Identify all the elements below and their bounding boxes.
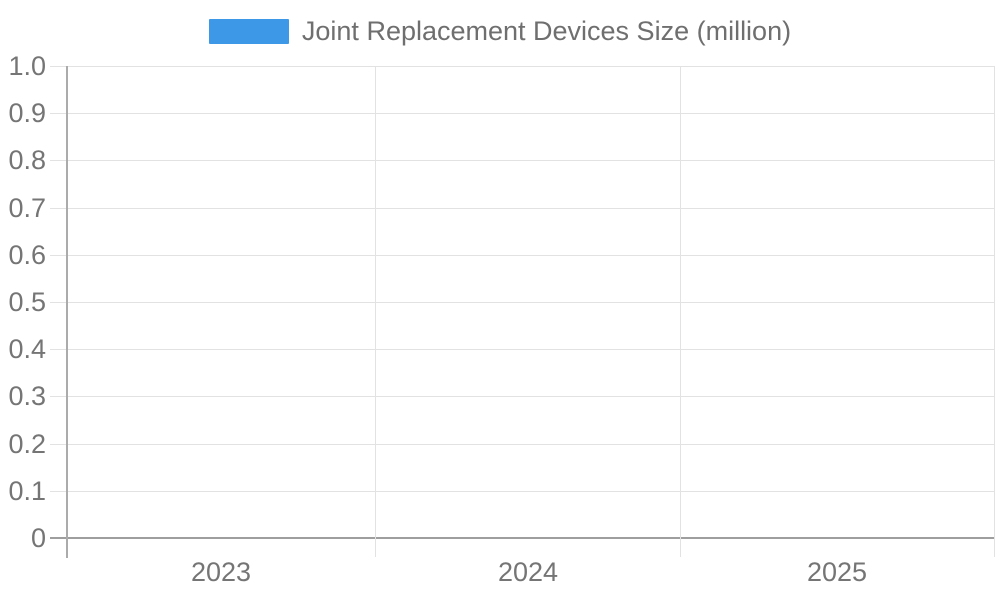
x-tick-label: 2023 (190, 557, 252, 587)
y-tick-label: 0.1 (8, 476, 46, 506)
y-tick-label: 0.5 (8, 287, 46, 317)
x-tick-label: 2025 (806, 557, 868, 587)
gridline (50, 491, 995, 492)
gridline (50, 302, 995, 303)
gridline (50, 160, 995, 161)
gridline-vertical (680, 66, 681, 557)
y-tick-label: 0.6 (8, 240, 46, 270)
x-axis-baseline (50, 537, 995, 539)
y-tick-label: 0.4 (8, 334, 46, 364)
y-axis-line (66, 66, 68, 558)
gridline (50, 208, 995, 209)
y-tick-label: 1.0 (8, 51, 46, 81)
x-tick-label: 2024 (497, 557, 559, 587)
chart-legend[interactable]: Joint Replacement Devices Size (million) (0, 16, 1000, 47)
legend-swatch-icon (208, 19, 289, 44)
gridline (50, 113, 995, 114)
y-tick-label: 0.3 (8, 381, 46, 411)
gridline (50, 66, 995, 67)
y-tick-label: 0 (30, 523, 46, 553)
gridline (50, 444, 995, 445)
legend-label: Joint Replacement Devices Size (million) (301, 16, 792, 46)
gridline-vertical (375, 66, 376, 557)
y-tick-label: 0.7 (8, 193, 46, 223)
gridline (50, 396, 995, 397)
gridline (50, 349, 995, 350)
y-tick-label: 0.8 (8, 145, 46, 175)
gridline-vertical (994, 66, 995, 557)
y-tick-label: 0.9 (8, 98, 46, 128)
y-tick-label: 0.2 (8, 429, 46, 459)
gridline (50, 255, 995, 256)
